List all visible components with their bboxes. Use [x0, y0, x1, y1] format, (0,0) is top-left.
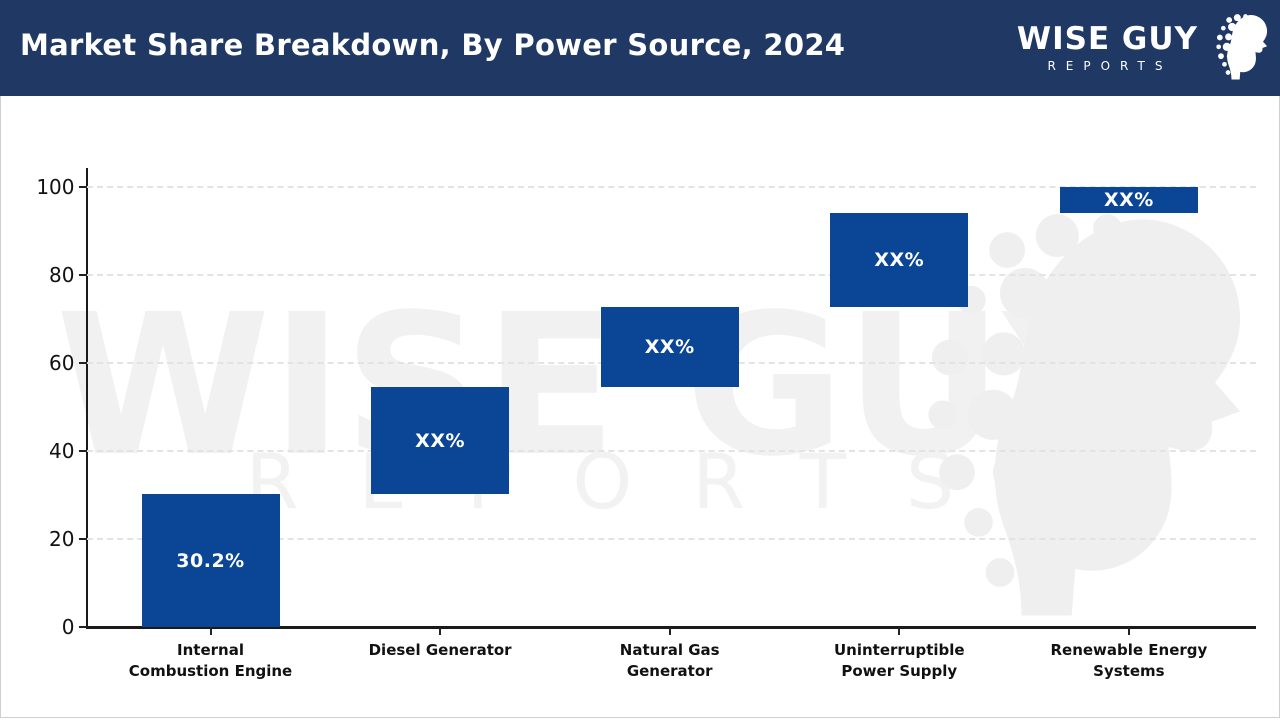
y-tick-label: 20 — [49, 527, 75, 551]
gridline — [86, 274, 1256, 276]
chart-title: Market Share Breakdown, By Power Source,… — [20, 28, 846, 62]
x-tick-mark — [1127, 627, 1130, 635]
logo-face-icon — [1216, 14, 1268, 80]
bar-value-label: XX% — [415, 429, 466, 452]
y-tick-label: 0 — [61, 615, 75, 639]
bar-value-label: XX% — [874, 249, 925, 272]
x-axis-line — [86, 626, 1256, 629]
x-tick-mark — [209, 627, 212, 635]
category-label: Internal Combustion Engine — [128, 641, 293, 680]
bar-value-label: XX% — [1103, 188, 1154, 211]
bar-value-label: XX% — [644, 336, 695, 359]
x-tick-mark — [439, 627, 442, 635]
y-tick-mark — [78, 274, 87, 276]
bar-segment: XX% — [830, 212, 969, 308]
category-label: Uninterruptible Power Supply — [833, 641, 965, 680]
y-tick-mark — [78, 362, 87, 364]
logo-text: WISE GUY REPORTS — [1016, 21, 1198, 73]
y-tick-label: 100 — [36, 175, 75, 199]
gridline — [86, 186, 1256, 188]
y-tick-label: 40 — [49, 439, 75, 463]
category-label: Renewable Energy Systems — [1050, 641, 1208, 680]
y-tick-mark — [78, 626, 87, 628]
bar-value-label: 30.2% — [176, 549, 245, 572]
y-tick-mark — [78, 538, 87, 540]
logo-wordmark: WISE GUY — [1016, 21, 1198, 57]
x-tick-mark — [898, 627, 901, 635]
bar-segment: XX% — [1059, 187, 1198, 213]
y-tick-mark — [78, 450, 87, 452]
bar-segment: XX% — [371, 387, 510, 495]
category-label: Diesel Generator — [368, 641, 512, 659]
category-label: Natural Gas Generator — [619, 641, 720, 680]
y-axis-line — [86, 168, 88, 629]
header-bar: Market Share Breakdown, By Power Source,… — [0, 0, 1280, 96]
gridline — [86, 450, 1256, 452]
x-tick-mark — [668, 627, 671, 635]
bar-segment: 30.2% — [141, 494, 280, 627]
y-tick-mark — [78, 186, 87, 188]
logo-subtitle: REPORTS — [1047, 59, 1173, 73]
y-tick-label: 60 — [49, 351, 75, 375]
wiseguy-logo: WISE GUY REPORTS — [1017, 4, 1270, 92]
gridline — [86, 538, 1256, 540]
bar-segment: XX% — [600, 307, 739, 388]
y-tick-label: 80 — [49, 263, 75, 287]
